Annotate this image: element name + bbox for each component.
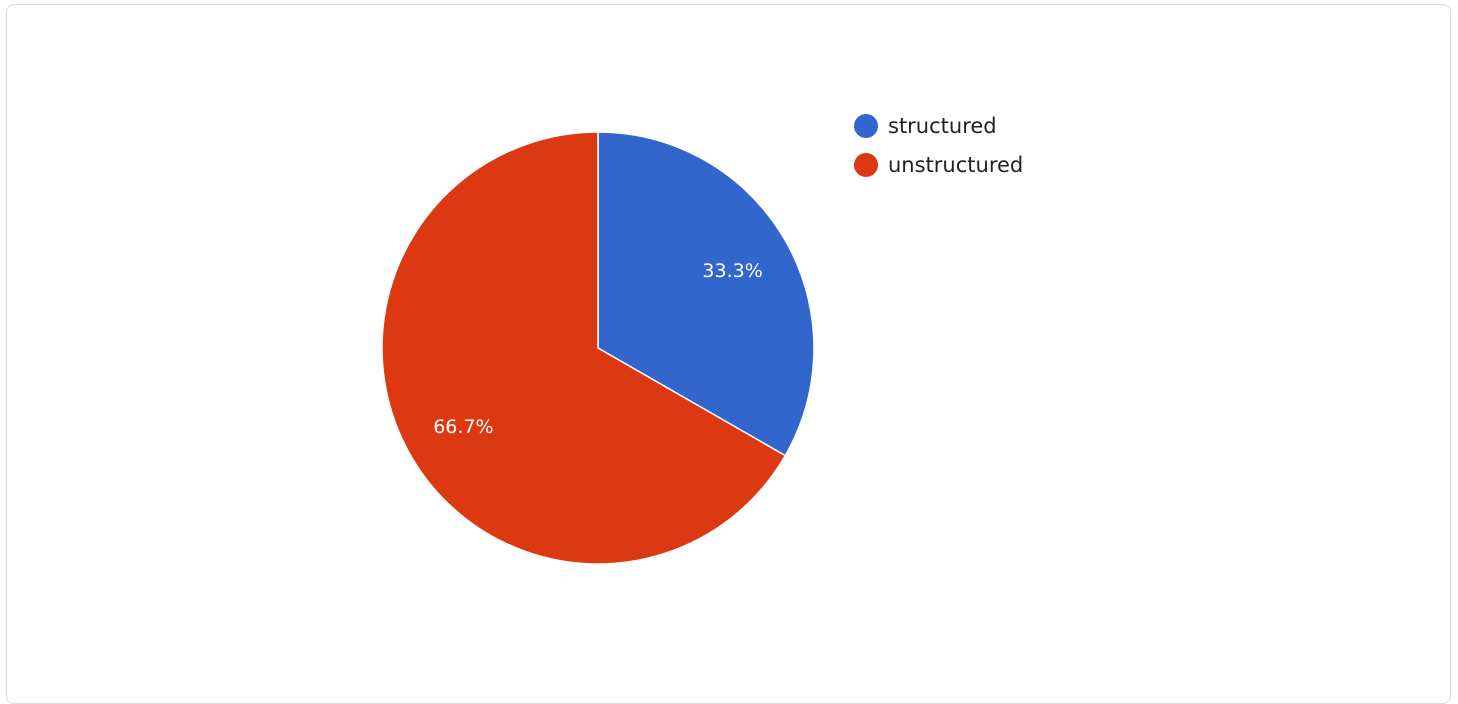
slice-label-structured: 33.3%: [702, 260, 762, 282]
legend: structured unstructured: [854, 114, 1023, 177]
pie-slice-structured[interactable]: [597, 131, 815, 457]
legend-swatch-unstructured: [854, 153, 878, 177]
legend-swatch-structured: [854, 114, 878, 138]
legend-label-unstructured: unstructured: [888, 153, 1023, 177]
legend-label-structured: structured: [888, 114, 997, 138]
pie-slice-unstructured[interactable]: [381, 131, 787, 565]
slice-label-unstructured: 66.7%: [433, 416, 493, 438]
legend-item-structured[interactable]: structured: [854, 114, 997, 138]
pie-slices: [381, 131, 815, 565]
pie-slice-labels: 33.3% 66.7%: [433, 260, 763, 438]
legend-item-unstructured[interactable]: unstructured: [854, 153, 1023, 177]
